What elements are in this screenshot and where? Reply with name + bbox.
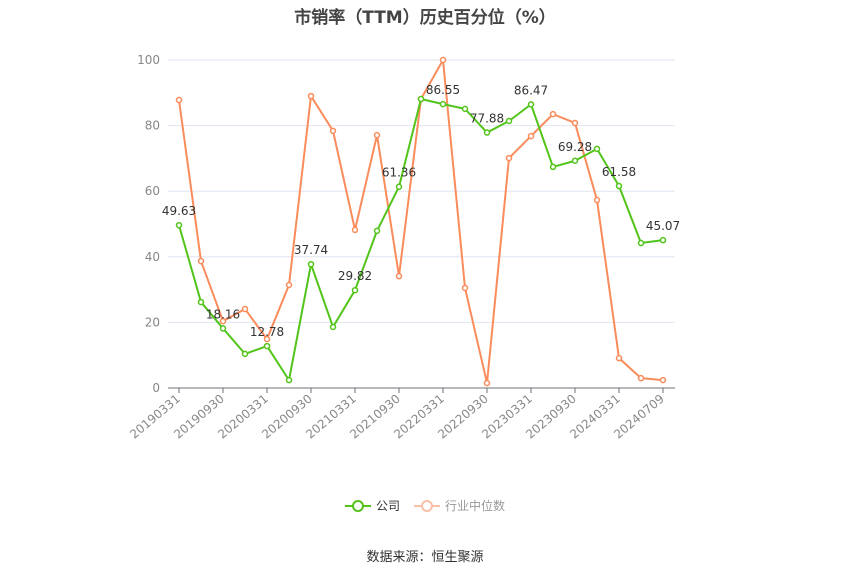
y-tick-label: 40 bbox=[145, 250, 160, 264]
data-point[interactable] bbox=[549, 110, 557, 118]
data-point[interactable] bbox=[571, 119, 579, 127]
data-point[interactable] bbox=[219, 317, 227, 325]
data-point[interactable] bbox=[461, 284, 469, 292]
data-point[interactable] bbox=[483, 379, 491, 387]
legend-label: 行业中位数 bbox=[445, 499, 506, 513]
data-point[interactable] bbox=[461, 105, 469, 113]
legend-item-industry-median[interactable]: 行业中位数 bbox=[414, 497, 505, 514]
y-tick-label: 80 bbox=[145, 119, 160, 133]
data-point[interactable] bbox=[417, 95, 425, 103]
data-point[interactable] bbox=[527, 101, 535, 108]
data-point[interactable] bbox=[329, 323, 337, 331]
data-point[interactable] bbox=[351, 226, 359, 234]
data-label: 61.36 bbox=[382, 166, 416, 180]
data-point[interactable] bbox=[593, 196, 601, 204]
data-label: 45.07 bbox=[646, 219, 680, 233]
data-label: 61.58 bbox=[602, 165, 636, 179]
line-chart: 0 20 40 60 80 100 201903312019093020200331202… bbox=[127, 53, 680, 442]
data-point[interactable] bbox=[373, 227, 381, 235]
data-point[interactable] bbox=[527, 132, 535, 140]
data-point[interactable] bbox=[505, 154, 513, 162]
y-axis: 0 20 40 60 80 100 bbox=[137, 53, 160, 395]
legend-item-company[interactable]: 公司 bbox=[344, 497, 400, 514]
x-axis: 2019033120190930202003312020093020210331… bbox=[127, 387, 675, 442]
y-tick-label: 20 bbox=[145, 315, 160, 329]
data-point[interactable] bbox=[571, 157, 579, 165]
data-point[interactable] bbox=[637, 239, 645, 247]
data-point[interactable] bbox=[659, 376, 667, 384]
data-label: 86.55 bbox=[426, 83, 460, 97]
y-tick-label: 0 bbox=[152, 381, 160, 395]
data-labels: 49.63 18.16 12.78 37.74 29.82 61.36 86.55 77.88… bbox=[162, 83, 680, 339]
data-point[interactable] bbox=[637, 374, 645, 382]
data-point[interactable] bbox=[373, 131, 381, 139]
data-label: 49.63 bbox=[162, 204, 196, 218]
y-tick-label: 100 bbox=[137, 53, 160, 67]
data-label: 18.16 bbox=[206, 307, 240, 321]
data-label: 12.78 bbox=[250, 325, 284, 339]
data-point[interactable] bbox=[307, 92, 315, 100]
data-label: 37.74 bbox=[294, 243, 328, 257]
data-source: 数据来源：恒生聚源 bbox=[366, 550, 484, 565]
data-point[interactable] bbox=[241, 350, 249, 358]
data-label: 86.47 bbox=[514, 83, 548, 97]
data-point[interactable] bbox=[197, 298, 205, 306]
data-point[interactable] bbox=[659, 236, 667, 244]
data-label: 69.28 bbox=[558, 140, 592, 154]
data-point[interactable] bbox=[351, 286, 359, 294]
legend-label: 公司 bbox=[375, 499, 400, 513]
chart-title: 市销率（TTM）历史百分位（%） bbox=[294, 8, 556, 28]
data-point[interactable] bbox=[615, 182, 623, 190]
data-point[interactable] bbox=[329, 127, 337, 135]
data-point[interactable] bbox=[307, 260, 315, 268]
y-tick-label: 60 bbox=[145, 184, 160, 198]
data-point[interactable] bbox=[175, 96, 183, 104]
data-point[interactable] bbox=[263, 335, 271, 343]
data-point[interactable] bbox=[395, 272, 403, 280]
data-point[interactable] bbox=[263, 342, 271, 350]
data-point[interactable] bbox=[483, 129, 491, 136]
data-point[interactable] bbox=[395, 183, 403, 190]
data-point[interactable] bbox=[285, 376, 293, 384]
data-point[interactable] bbox=[549, 163, 557, 171]
data-point[interactable] bbox=[197, 257, 205, 265]
data-point[interactable] bbox=[241, 305, 249, 313]
legend-line-circle-icon bbox=[414, 499, 440, 512]
data-point[interactable] bbox=[439, 56, 447, 64]
legend-line-circle-icon bbox=[344, 499, 371, 512]
legend: 公司 行业中位数 bbox=[0, 497, 850, 514]
grid-lines bbox=[168, 59, 675, 323]
data-point[interactable] bbox=[175, 221, 183, 229]
data-point[interactable] bbox=[219, 325, 227, 332]
data-point[interactable] bbox=[439, 100, 447, 108]
data-point[interactable] bbox=[505, 117, 513, 125]
series-lines bbox=[175, 56, 667, 387]
data-label: 29.82 bbox=[338, 269, 372, 283]
data-point[interactable] bbox=[593, 145, 601, 153]
data-label: 77.88 bbox=[470, 112, 504, 126]
data-point[interactable] bbox=[615, 354, 623, 362]
data-point[interactable] bbox=[285, 281, 293, 289]
